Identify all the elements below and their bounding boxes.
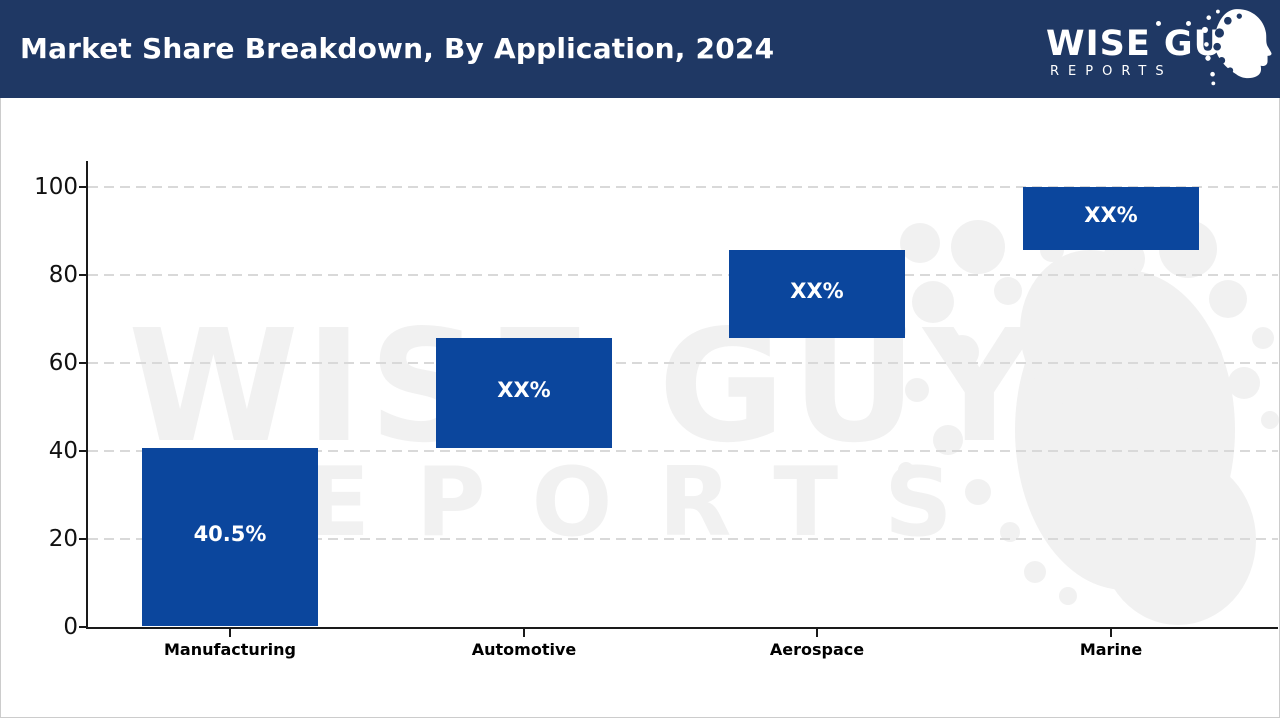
- watermark-dot-icon: [1252, 327, 1274, 349]
- watermark-dot-icon: [905, 378, 929, 402]
- x-category-label: Marine: [1079, 640, 1143, 659]
- frame-left-border: [0, 98, 1, 718]
- x-tick-automotive: [523, 628, 525, 637]
- x-category-label: Aerospace: [769, 640, 865, 659]
- bar-marine: [1023, 186, 1199, 251]
- watermark-dot-icon: [965, 479, 991, 505]
- bar-automotive: [436, 338, 612, 449]
- watermark-dot-icon: [1000, 522, 1020, 542]
- watermark-dot-icon: [900, 223, 940, 263]
- y-tick-label-100: 100: [34, 173, 78, 200]
- y-tick-label-20: 20: [48, 525, 78, 552]
- logo-reports-text: REPORTS: [1050, 64, 1173, 79]
- x-category-label: Manufacturing: [164, 640, 296, 659]
- wise-guy-logo: WISE GUY REPORTS: [1014, 0, 1274, 98]
- bar-value-label: XX%: [1084, 203, 1138, 228]
- watermark-dot-icon: [884, 409, 896, 421]
- watermark-dot-icon: [945, 335, 979, 369]
- header-bar: Market Share Breakdown, By Application, …: [0, 0, 1280, 98]
- logo-dot-u-icon: [1156, 21, 1161, 26]
- watermark-dot-icon: [951, 220, 1005, 274]
- watermark-head-blob: [1020, 250, 1160, 410]
- watermark-dot-icon: [1228, 367, 1260, 399]
- y-tick-label-0: 0: [63, 613, 78, 640]
- logo-wiseguy-text: WISE GUY: [1046, 24, 1250, 64]
- y-tick-40: [79, 449, 88, 452]
- gridline-60: [88, 361, 1278, 364]
- y-tick-60: [79, 361, 88, 364]
- x-tick-marine: [1110, 628, 1112, 637]
- y-tick-label-40: 40: [48, 437, 78, 464]
- x-axis-line: [86, 626, 1278, 629]
- bar-value-label: XX%: [790, 279, 844, 304]
- y-tick-label-60: 60: [48, 349, 78, 376]
- watermark-head-blob: [1100, 455, 1256, 625]
- y-tick-label-80: 80: [48, 261, 78, 288]
- page-title: Market Share Breakdown, By Application, …: [20, 32, 775, 65]
- y-axis-line: [86, 161, 88, 629]
- watermark-dot-icon: [898, 462, 914, 478]
- gridline-40: [88, 449, 1278, 452]
- watermark-dot-icon: [912, 281, 954, 323]
- y-tick-20: [79, 537, 88, 540]
- watermark-dot-icon: [1261, 411, 1279, 429]
- gridline-100: [88, 185, 1278, 188]
- logo-dot-y-icon: [1186, 21, 1191, 26]
- x-category-label: Automotive: [471, 640, 577, 659]
- watermark-dot-icon: [1209, 280, 1247, 318]
- frame-bottom-border: [0, 717, 1280, 718]
- y-tick-80: [79, 273, 88, 276]
- head-profile-icon: [1202, 9, 1272, 86]
- bar-manufacturing: [142, 448, 318, 627]
- watermark-dot-icon: [994, 277, 1022, 305]
- gridline-20: [88, 537, 1278, 540]
- watermark-dot-icon: [1059, 587, 1077, 605]
- bar-value-label: XX%: [497, 378, 551, 403]
- bar-aerospace: [729, 250, 905, 339]
- gridline-80: [88, 273, 1278, 276]
- bar-value-label: 40.5%: [193, 522, 267, 547]
- y-tick-0: [79, 625, 88, 628]
- x-tick-aerospace: [816, 628, 818, 637]
- y-tick-100: [79, 185, 88, 188]
- watermark-dot-icon: [1024, 561, 1046, 583]
- x-tick-manufacturing: [229, 628, 231, 637]
